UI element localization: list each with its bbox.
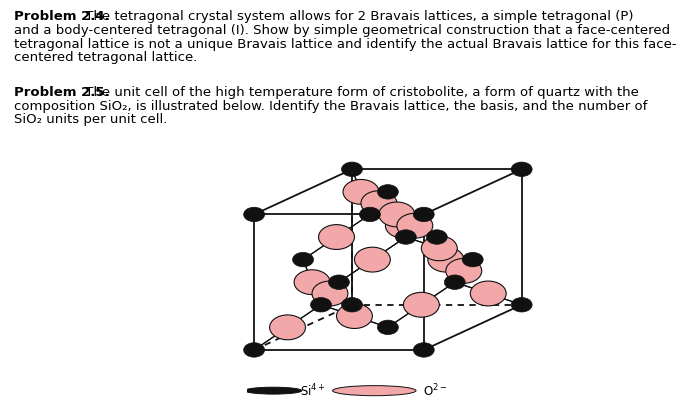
Circle shape — [511, 162, 532, 177]
Circle shape — [312, 281, 348, 306]
Text: tetragonal lattice is not a unique Bravais lattice and identify the actual Brava: tetragonal lattice is not a unique Brava… — [14, 38, 676, 51]
Circle shape — [245, 387, 302, 394]
Circle shape — [359, 207, 381, 222]
Text: O$^{2-}$: O$^{2-}$ — [423, 382, 447, 399]
Text: and a body-centered tetragonal (I). Show by simple geometrical construction that: and a body-centered tetragonal (I). Show… — [14, 24, 670, 37]
Circle shape — [377, 185, 399, 199]
Circle shape — [471, 281, 506, 306]
Circle shape — [445, 275, 465, 289]
Text: The tetragonal crystal system allows for 2 Bravais lattices, a simple tetragonal: The tetragonal crystal system allows for… — [81, 10, 633, 23]
Circle shape — [293, 253, 314, 267]
Circle shape — [511, 297, 532, 312]
Circle shape — [414, 343, 434, 357]
Circle shape — [377, 320, 399, 335]
Circle shape — [244, 207, 265, 222]
Circle shape — [403, 293, 439, 317]
Text: Problem 2.4.: Problem 2.4. — [14, 10, 110, 23]
Circle shape — [337, 304, 372, 328]
Text: SiO₂ units per unit cell.: SiO₂ units per unit cell. — [14, 113, 167, 126]
Text: composition SiO₂, is illustrated below. Identify the Bravais lattice, the basis,: composition SiO₂, is illustrated below. … — [14, 100, 648, 113]
Text: The unit cell of the high temperature form of cristobolite, a form of quartz wit: The unit cell of the high temperature fo… — [81, 86, 639, 99]
Circle shape — [270, 315, 305, 340]
Circle shape — [386, 213, 421, 238]
Circle shape — [333, 386, 416, 396]
Circle shape — [294, 270, 330, 295]
Circle shape — [342, 297, 362, 312]
Circle shape — [428, 247, 464, 272]
Circle shape — [397, 213, 433, 238]
Circle shape — [414, 207, 434, 222]
Circle shape — [427, 230, 447, 244]
Circle shape — [462, 253, 483, 267]
Circle shape — [361, 191, 397, 215]
Circle shape — [318, 225, 355, 249]
Circle shape — [355, 247, 390, 272]
Circle shape — [342, 162, 362, 177]
Circle shape — [446, 259, 482, 283]
Text: Si$^{4+}$: Si$^{4+}$ — [300, 382, 325, 399]
Circle shape — [343, 180, 379, 204]
Circle shape — [329, 275, 349, 289]
Circle shape — [379, 202, 415, 227]
Text: Problem 2.5.: Problem 2.5. — [14, 86, 110, 99]
Circle shape — [244, 343, 265, 357]
Circle shape — [311, 297, 331, 312]
Text: centered tetragonal lattice.: centered tetragonal lattice. — [14, 51, 198, 64]
Circle shape — [421, 236, 458, 261]
Circle shape — [395, 230, 416, 244]
